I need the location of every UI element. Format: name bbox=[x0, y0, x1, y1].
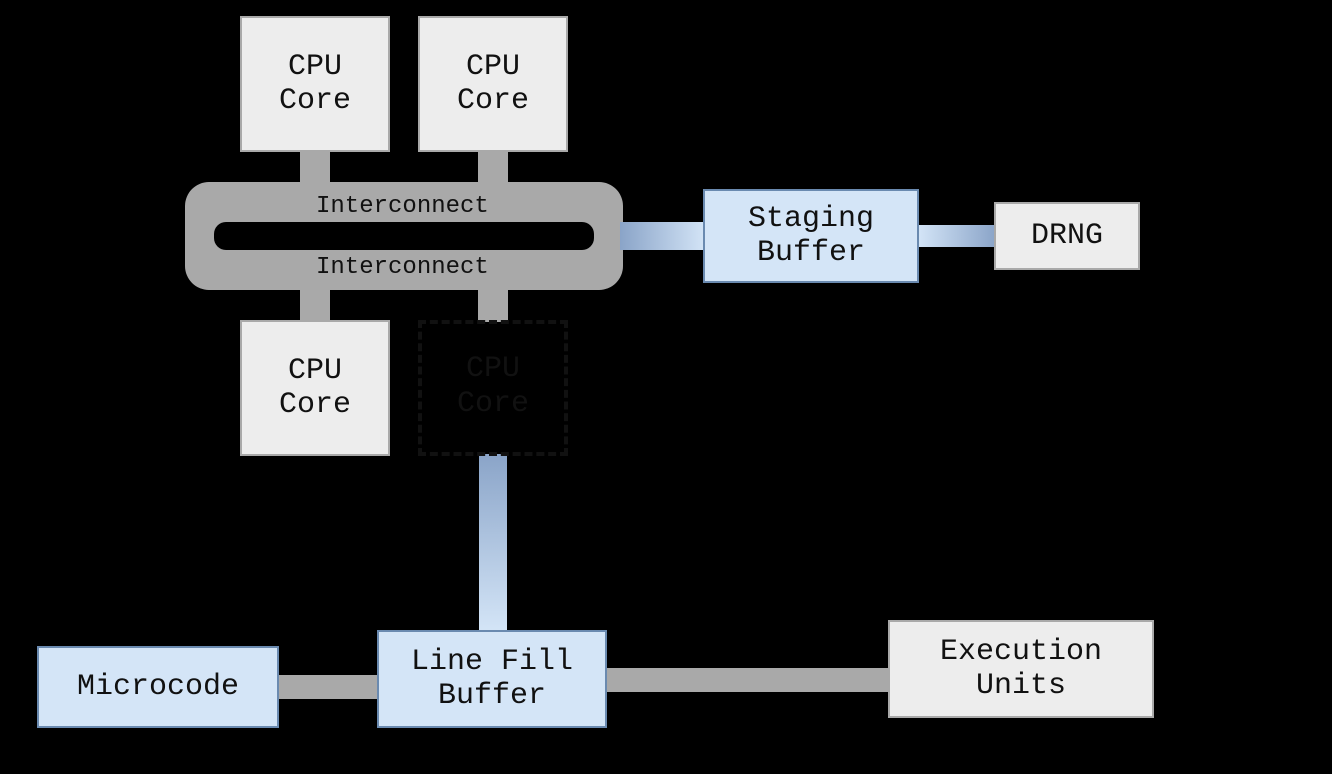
staging-buffer: Staging Buffer bbox=[703, 189, 919, 283]
connector-microcode-linefill bbox=[278, 675, 378, 699]
interconnect-label-top: Interconnect bbox=[316, 193, 489, 220]
interconnect-bus-hole bbox=[214, 222, 594, 250]
cpu-core-bottom-left: CPU Core bbox=[240, 320, 390, 456]
connector-staging-drng bbox=[918, 225, 996, 247]
connector-cpu-tr-bus bbox=[478, 152, 508, 184]
connector-bus-cpu-br bbox=[478, 288, 508, 322]
connector-linefill-exec bbox=[606, 668, 890, 692]
cpu-core-top-right: CPU Core bbox=[418, 16, 568, 152]
connector-bus-staging bbox=[620, 222, 706, 250]
connector-cpu-tl-bus bbox=[300, 152, 330, 184]
interconnect-label-bottom: Interconnect bbox=[316, 254, 489, 281]
line-fill-buffer: Line Fill Buffer bbox=[377, 630, 607, 728]
connector-cpu-br-linefill bbox=[479, 454, 507, 632]
cpu-core-top-left: CPU Core bbox=[240, 16, 390, 152]
microcode: Microcode bbox=[37, 646, 279, 728]
execution-units: Execution Units bbox=[888, 620, 1154, 718]
drng: DRNG bbox=[994, 202, 1140, 270]
connector-bus-cpu-bl bbox=[300, 288, 330, 322]
cpu-core-bottom-right-dashed bbox=[418, 320, 568, 456]
